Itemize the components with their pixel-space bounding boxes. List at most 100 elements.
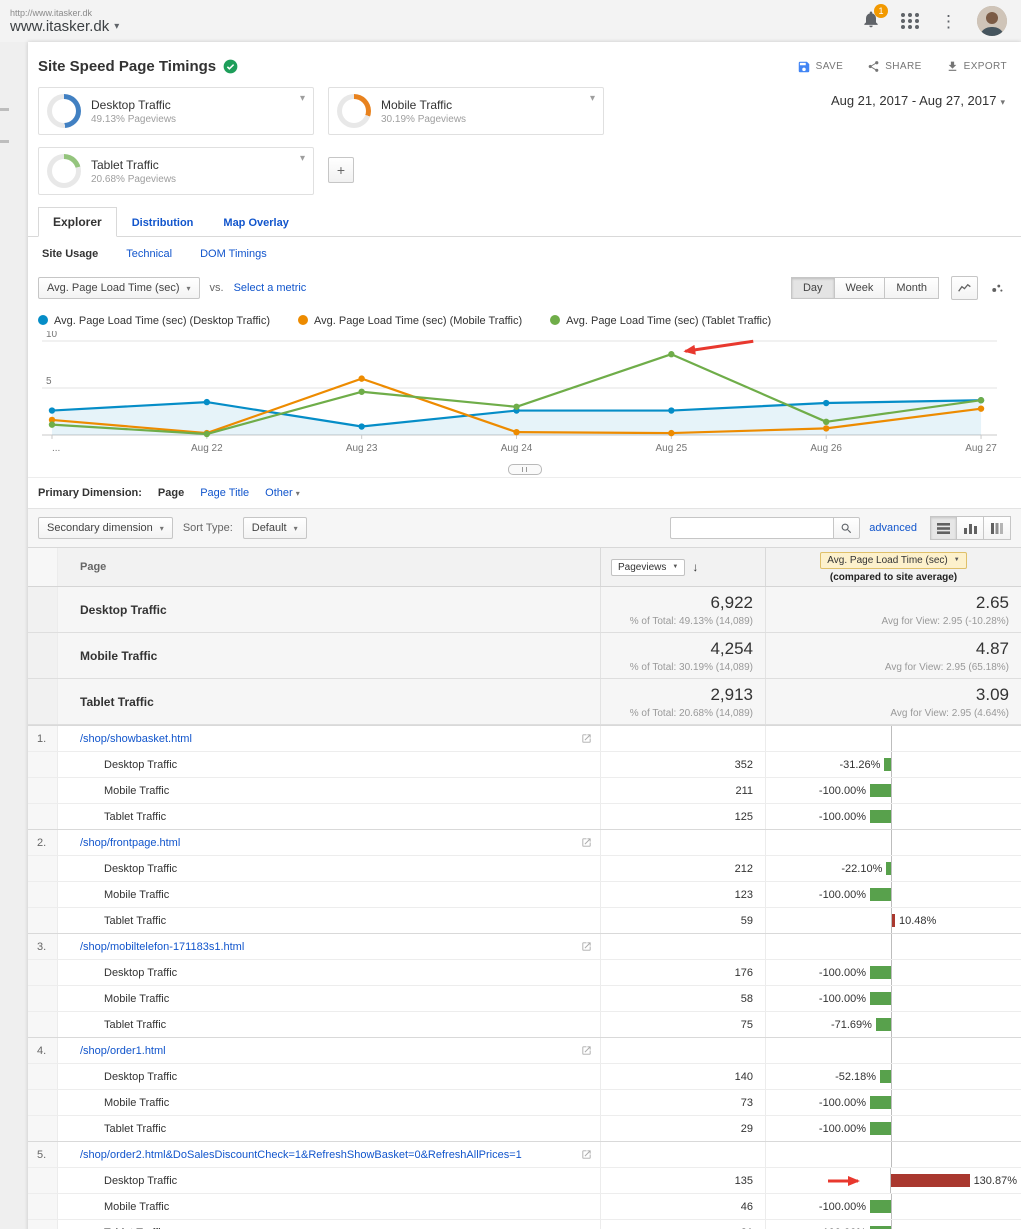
- delta-cell: -100.00%: [765, 804, 1021, 829]
- table-row-page: 1. /shop/showbasket.html: [28, 725, 1021, 751]
- page-cell: /shop/order1.html: [58, 1038, 600, 1063]
- chevron-down-icon[interactable]: ▾: [299, 153, 305, 164]
- open-in-new-icon[interactable]: [581, 837, 592, 848]
- delta-cell: -100.00%: [765, 960, 1021, 985]
- delta-bar: [886, 862, 891, 875]
- table-row-segment: Tablet Traffic 29 -100.00%: [28, 1115, 1021, 1141]
- segment-card-mobile[interactable]: Mobile Traffic 30.19% Pageviews ▾: [328, 87, 604, 135]
- sort-type-button[interactable]: Default ▾: [242, 517, 307, 539]
- svg-text:Aug 22: Aug 22: [191, 443, 223, 454]
- pageviews-value: 211: [600, 778, 765, 803]
- page-cell: /shop/order2.html&DoSalesDiscountCheck=1…: [58, 1142, 600, 1167]
- line-chart-view-button[interactable]: [951, 276, 978, 300]
- row-index-cell: [28, 1168, 58, 1193]
- apps-grid-icon[interactable]: [901, 13, 920, 29]
- page-link[interactable]: /shop/frontpage.html: [80, 836, 181, 849]
- dimension-page-title[interactable]: Page Title: [200, 487, 250, 499]
- table-row-segment: Tablet Traffic 125 -100.00%: [28, 803, 1021, 829]
- delta-bar: [875, 1018, 891, 1031]
- metric-select-button[interactable]: Avg. Page Load Time (sec) ▾: [38, 277, 200, 299]
- secondary-dimension-button[interactable]: Secondary dimension ▾: [38, 517, 173, 539]
- table-search-input[interactable]: [670, 517, 834, 539]
- export-button[interactable]: EXPORT: [946, 60, 1007, 74]
- table-view-button[interactable]: [930, 516, 957, 540]
- avatar[interactable]: [977, 6, 1007, 36]
- page-cell: /shop/frontpage.html: [58, 830, 600, 855]
- subtab-technical[interactable]: Technical: [126, 248, 173, 260]
- pageviews-subtext: % of Total: 30.19% (14,089): [629, 661, 753, 673]
- granularity-day-button[interactable]: Day: [790, 277, 835, 299]
- open-in-new-icon[interactable]: [581, 941, 592, 952]
- account-selector[interactable]: www.itasker.dk ▾: [10, 18, 119, 36]
- sort-descending-icon[interactable]: ↓: [692, 560, 699, 574]
- delta-bar: [870, 1226, 891, 1229]
- delta-value: -31.26%: [839, 758, 881, 771]
- metric-subtext: Avg for View: 2.95 (-10.28%): [881, 615, 1009, 627]
- granularity-month-button[interactable]: Month: [885, 277, 939, 299]
- chevron-down-icon: ▾: [114, 21, 120, 33]
- page-title: Site Speed Page Timings: [38, 58, 238, 75]
- chevron-down-icon: ▾: [1000, 97, 1005, 107]
- metric-column-select[interactable]: Avg. Page Load Time (sec) ▼: [820, 551, 967, 569]
- chevron-down-icon[interactable]: ▾: [299, 93, 305, 104]
- chevron-down-icon: ▾: [186, 283, 191, 293]
- delta-value: -100.00%: [818, 966, 866, 979]
- open-in-new-icon[interactable]: [581, 733, 592, 744]
- select-metric-link[interactable]: Select a metric: [233, 282, 307, 294]
- tab-distribution[interactable]: Distribution: [131, 217, 194, 229]
- tab-explorer[interactable]: Explorer: [38, 207, 117, 237]
- pageviews-value: 21: [600, 1220, 765, 1229]
- percentage-view-button[interactable]: [957, 516, 984, 540]
- dimension-other[interactable]: Other ▾: [265, 487, 300, 499]
- chevron-down-icon[interactable]: ▾: [589, 93, 595, 104]
- overflow-menu-icon[interactable]: ⋮: [940, 11, 957, 31]
- save-button[interactable]: SAVE: [797, 60, 844, 74]
- tab-map-overlay[interactable]: Map Overlay: [223, 217, 289, 229]
- advanced-search-link[interactable]: advanced: [869, 522, 917, 534]
- page-link[interactable]: /shop/showbasket.html: [80, 732, 192, 745]
- delta-bar: [870, 784, 891, 797]
- page-link[interactable]: /shop/order2.html&DoSalesDiscountCheck=1…: [80, 1148, 522, 1161]
- page-link[interactable]: /shop/order1.html: [80, 1044, 166, 1057]
- pageviews-cell: [600, 830, 765, 855]
- table-row-segment: Desktop Traffic 352 -31.26%: [28, 751, 1021, 777]
- delta-cell: -100.00%: [765, 1194, 1021, 1219]
- delta-bar: [884, 758, 891, 771]
- open-in-new-icon[interactable]: [581, 1045, 592, 1056]
- report-panel: Site Speed Page Timings SAVE SHARE EXPOR…: [28, 42, 1021, 1229]
- timeline-scrubber[interactable]: [507, 464, 542, 475]
- pivot-view-button[interactable]: [984, 516, 1011, 540]
- timeseries-chart-area[interactable]: 5 10... Aug 22 Aug 23 Aug 24 Aug 25 Aug 26 Aug …: [28, 329, 1021, 477]
- mobile-donut-icon: [337, 94, 371, 128]
- date-range-selector[interactable]: Aug 21, 2017 - Aug 27, 2017 ▾: [830, 93, 1005, 108]
- subtab-dom-timings[interactable]: DOM Timings: [200, 248, 267, 260]
- dimension-page[interactable]: Page: [157, 487, 185, 499]
- notifications-button[interactable]: 1: [861, 3, 888, 34]
- delta-value: 130.87%: [973, 1174, 1017, 1187]
- segment-card-desktop[interactable]: Desktop Traffic 49.13% Pageviews ▾: [38, 87, 314, 135]
- subtab-site-usage[interactable]: Site Usage: [42, 248, 99, 260]
- person-icon: [977, 6, 1007, 36]
- segment-label: Tablet Traffic: [104, 914, 167, 927]
- pageviews-value: 4,254: [710, 638, 753, 658]
- add-segment-button[interactable]: +: [328, 157, 354, 183]
- delta-cell: -100.00%: [765, 1116, 1021, 1141]
- pageviews-cell: [600, 1142, 765, 1167]
- pageviews-column-select[interactable]: Pageviews ▼: [611, 558, 686, 576]
- granularity-week-button[interactable]: Week: [834, 277, 886, 299]
- row-index-cell: [28, 752, 58, 777]
- search-button[interactable]: [833, 517, 861, 539]
- percentage-view-icon: [963, 523, 977, 534]
- motion-chart-view-button[interactable]: [984, 276, 1011, 300]
- open-in-new-icon[interactable]: [581, 1149, 592, 1160]
- row-index-cell: [28, 908, 58, 933]
- page-link[interactable]: /shop/mobiltelefon-171183s1.html: [80, 940, 245, 953]
- segment-card-tablet[interactable]: Tablet Traffic 20.68% Pageviews ▾: [38, 147, 314, 195]
- row-index-cell: [28, 1090, 58, 1115]
- delta-value: -100.00%: [818, 784, 866, 797]
- legend-item-desktop: Avg. Page Load Time (sec) (Desktop Traff…: [38, 315, 270, 327]
- metric-cell: [765, 934, 1021, 959]
- share-button[interactable]: SHARE: [867, 60, 921, 74]
- primary-dimension-label: Primary Dimension:: [38, 487, 142, 499]
- summary-row: Desktop Traffic 6,922 % of Total: 49.13% (…: [28, 587, 1021, 633]
